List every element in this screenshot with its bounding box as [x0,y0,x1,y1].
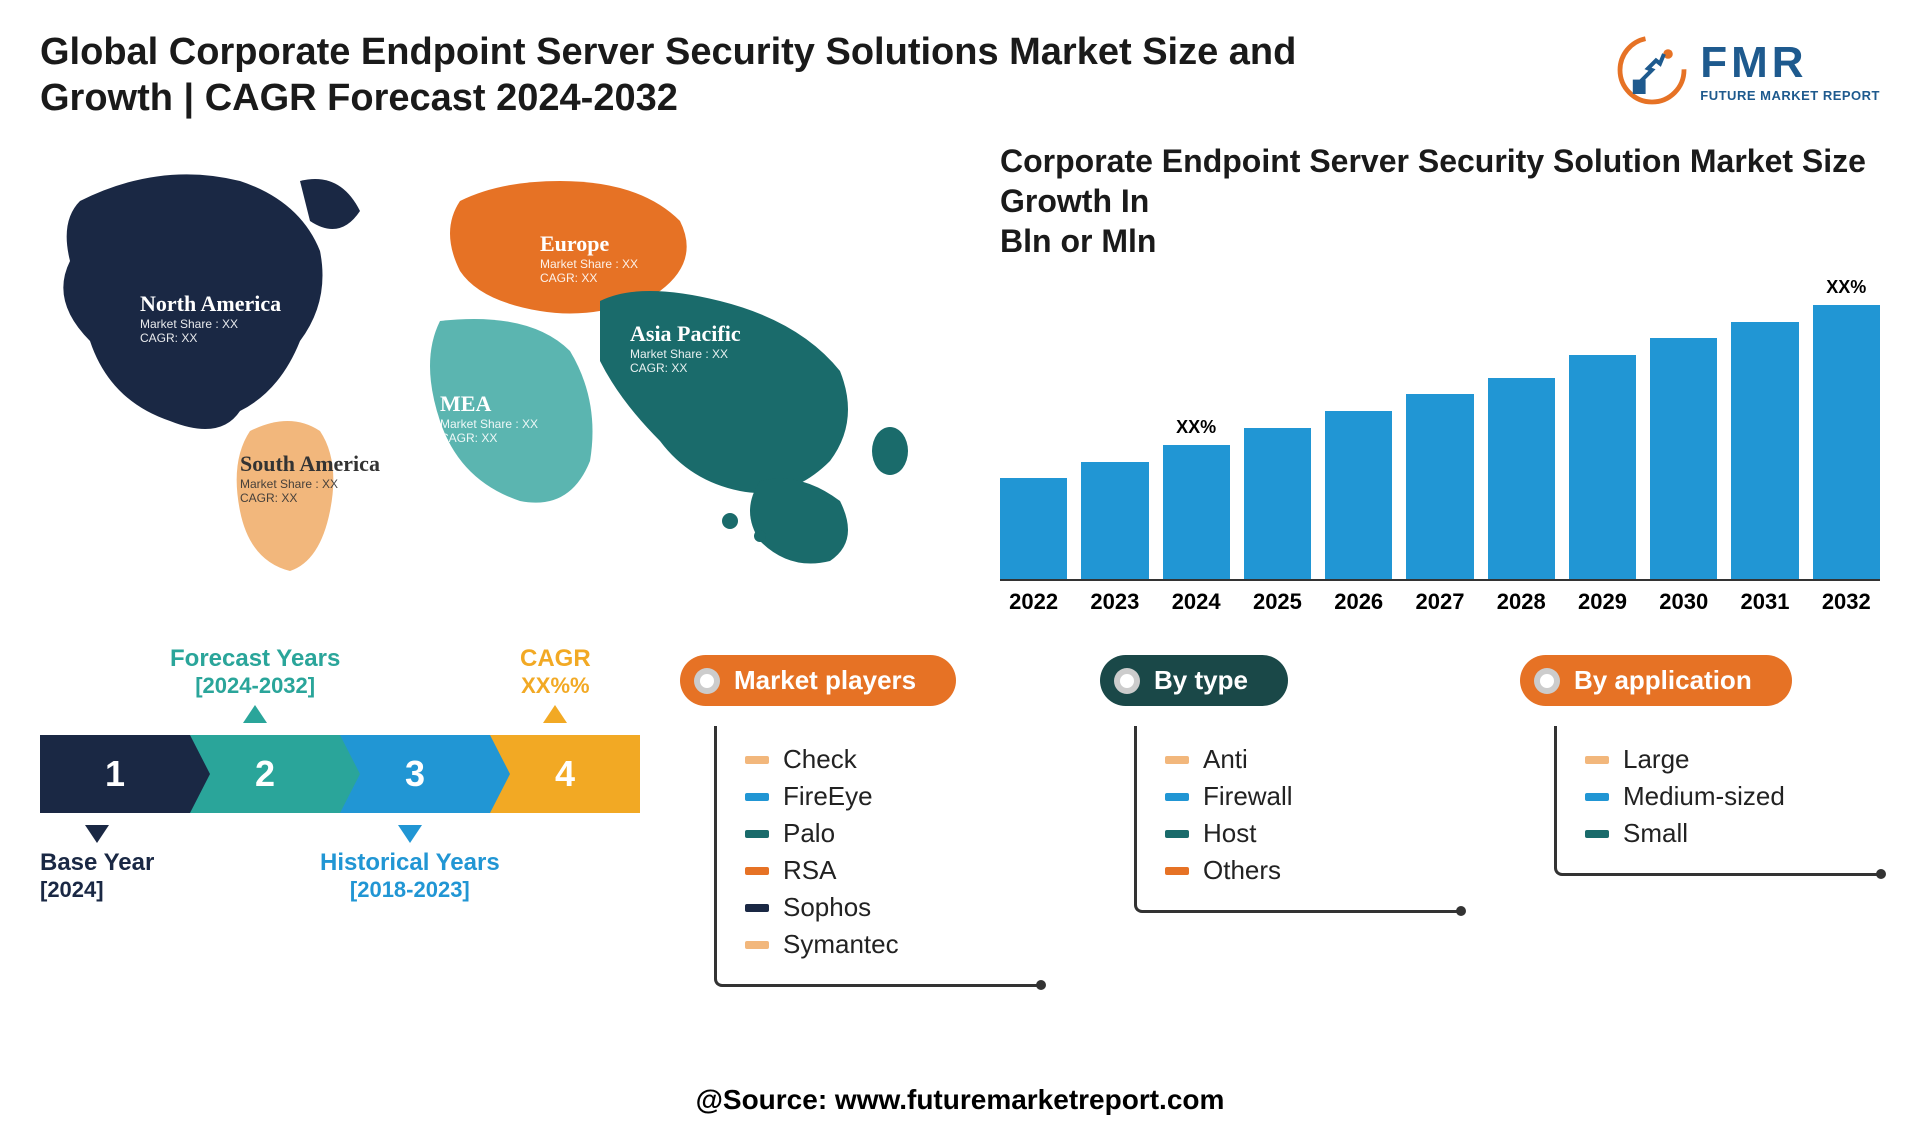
x-axis-labels: 2022 2023 2024 2025 2026 2027 2028 2029 2030 2031… [1000,589,1880,615]
list-item: Anti [1165,744,1460,775]
source-attribution: @Source: www.futuremarketreport.com [696,1084,1225,1116]
list-item: Check [745,744,1040,775]
region-label-mea: MEAMarket Share : XXCAGR: XX [440,391,538,445]
year-label: 2026 [1325,589,1392,615]
logo-icon [1612,30,1692,110]
category-by-type: By type Anti Firewall Host Others [1100,655,1460,987]
year-label: 2029 [1569,589,1636,615]
category-by-application: By application Large Medium-sized Small [1520,655,1880,987]
bar-chart: Corporate Endpoint Server Security Solut… [1000,141,1880,615]
list-item: FireEye [745,781,1040,812]
list-item: Small [1585,818,1880,849]
annotation-historical: Historical Years [2018-2023] [320,825,500,903]
bar-2027 [1406,394,1473,579]
year-label: 2031 [1731,589,1798,615]
timeline-segment-4: 4 [490,735,640,813]
timeline: Forecast Years [2024-2032] CAGR XX%% 123… [40,655,640,813]
list-item: Palo [745,818,1040,849]
category-pill: Market players [680,655,956,706]
bar-2031 [1731,322,1798,580]
bar-2029 [1569,355,1636,579]
bar-2024: XX% [1163,445,1230,579]
list-item: Medium-sized [1585,781,1880,812]
annotation-forecast: Forecast Years [2024-2032] [170,645,340,723]
year-label: 2025 [1244,589,1311,615]
category-pill: By type [1100,655,1288,706]
bar-2023 [1081,462,1148,580]
bar-2028 [1488,378,1555,580]
list-item: Others [1165,855,1460,886]
list-item: RSA [745,855,1040,886]
bar-2030 [1650,338,1717,579]
category-list: Large Medium-sized Small [1554,726,1880,876]
category-list: Check FireEye Palo RSA Sophos Symantec [714,726,1040,987]
world-map: North AmericaMarket Share : XXCAGR: XX So… [40,141,960,581]
bar-2022 [1000,478,1067,579]
region-label-north-america: North AmericaMarket Share : XXCAGR: XX [140,291,281,345]
year-label: 2032 [1813,589,1880,615]
bar-2025 [1244,428,1311,579]
bars-container: XX% XX% [1000,281,1880,581]
annotation-base: Base Year [2024] [40,825,154,903]
timeline-segment-2: 2 [190,735,340,813]
annotation-cagr: CAGR XX%% [520,645,591,723]
list-item: Large [1585,744,1880,775]
year-label: 2023 [1081,589,1148,615]
chart-title: Corporate Endpoint Server Security Solut… [1000,141,1880,261]
list-item: Sophos [745,892,1040,923]
bar-2026 [1325,411,1392,579]
year-label: 2028 [1488,589,1555,615]
region-label-asia-pacific: Asia PacificMarket Share : XXCAGR: XX [630,321,741,375]
list-item: Firewall [1165,781,1460,812]
header: Global Corporate Endpoint Server Securit… [40,30,1880,121]
list-item: Host [1165,818,1460,849]
category-list: Anti Firewall Host Others [1134,726,1460,913]
logo: FMR FUTURE MARKET REPORT [1612,30,1880,110]
categories: Market players Check FireEye Palo RSA Sophos S… [680,655,1880,987]
category-market-players: Market players Check FireEye Palo RSA Sophos S… [680,655,1040,987]
list-item: Symantec [745,929,1040,960]
logo-sub-text: FUTURE MARKET REPORT [1700,88,1880,103]
page-title: Global Corporate Endpoint Server Securit… [40,30,1320,121]
year-label: 2022 [1000,589,1067,615]
region-label-south-america: South AmericaMarket Share : XXCAGR: XX [240,451,380,505]
category-pill: By application [1520,655,1792,706]
region-label-europe: EuropeMarket Share : XXCAGR: XX [540,231,638,285]
year-label: 2030 [1650,589,1717,615]
timeline-segment-3: 3 [340,735,490,813]
logo-main-text: FMR [1700,38,1880,88]
year-label: 2027 [1406,589,1473,615]
year-label: 2024 [1163,589,1230,615]
timeline-row: 1234 [40,735,640,813]
timeline-segment-1: 1 [40,735,190,813]
bar-2032: XX% [1813,305,1880,579]
map-svg [40,141,960,581]
